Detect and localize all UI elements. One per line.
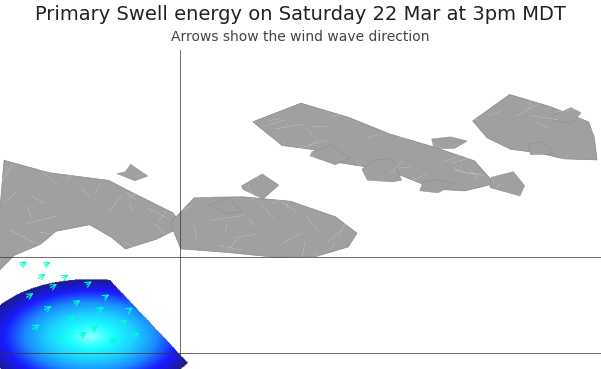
Polygon shape xyxy=(552,107,581,124)
Polygon shape xyxy=(170,197,357,257)
Polygon shape xyxy=(0,160,183,275)
Polygon shape xyxy=(253,103,495,191)
Polygon shape xyxy=(242,174,279,199)
Polygon shape xyxy=(209,198,242,214)
Polygon shape xyxy=(472,94,597,160)
Text: Arrows show the wind wave direction: Arrows show the wind wave direction xyxy=(171,30,430,44)
Polygon shape xyxy=(490,172,525,196)
Polygon shape xyxy=(419,180,456,193)
Polygon shape xyxy=(117,164,148,181)
Text: Primary Swell energy on Saturday 22 Mar at 3pm MDT: Primary Swell energy on Saturday 22 Mar … xyxy=(35,6,566,24)
Polygon shape xyxy=(528,142,554,155)
Polygon shape xyxy=(310,145,350,165)
Polygon shape xyxy=(362,159,401,182)
Polygon shape xyxy=(432,137,467,149)
